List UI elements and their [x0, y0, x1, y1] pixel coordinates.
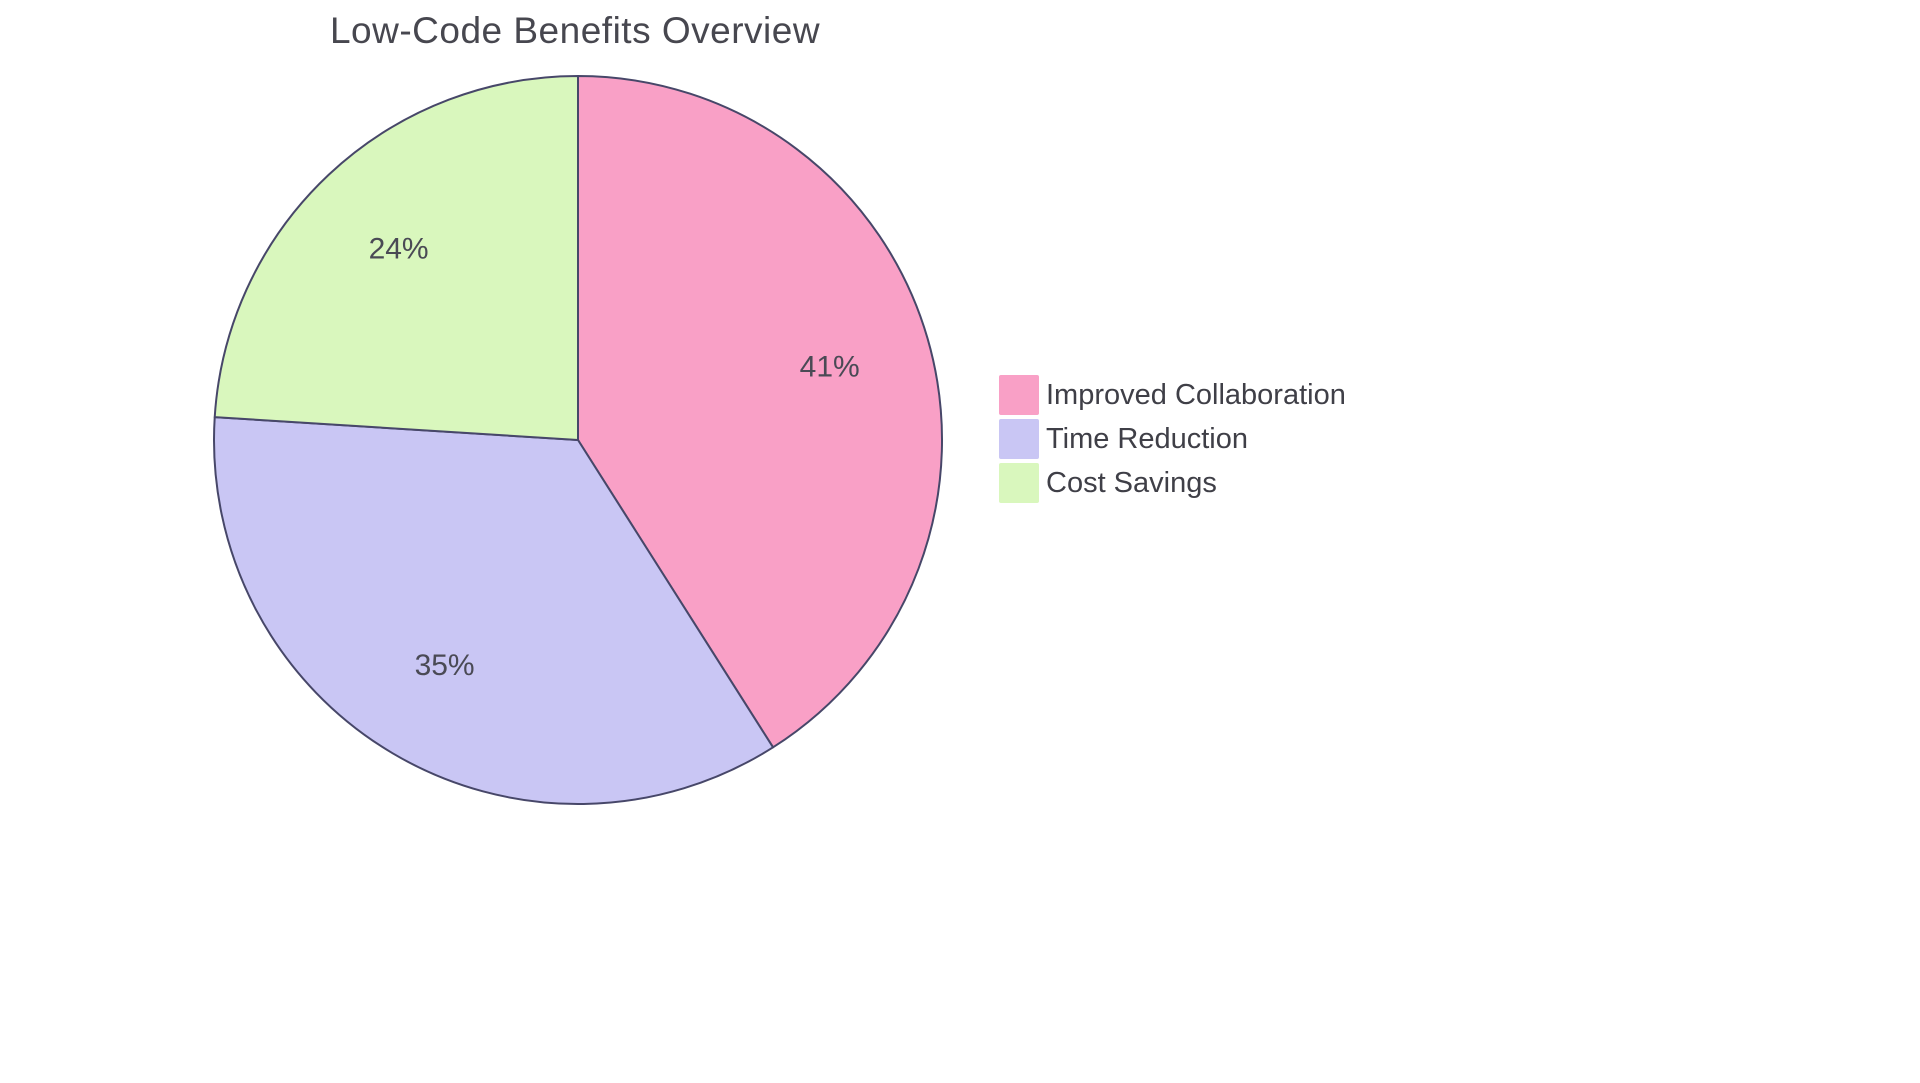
legend-swatch-cost-savings	[999, 463, 1039, 503]
legend-item: Cost Savings	[999, 461, 1346, 505]
pie-slice-labels: 41% 35% 24%	[369, 233, 860, 683]
pie-slice-percent-label: 35%	[415, 649, 475, 682]
pie-slice-improved-collaboration	[577, 75, 944, 749]
legend-swatch-time-reduction	[999, 419, 1039, 459]
legend-item: Time Reduction	[999, 417, 1346, 461]
legend-item: Improved Collaboration	[999, 373, 1346, 417]
pie-slice-percent-label: 24%	[369, 233, 429, 266]
chart-legend: Improved Collaboration Time Reduction Co…	[999, 373, 1346, 505]
pie-slice-time-reduction	[213, 416, 775, 805]
chart-title: Low-Code Benefits Overview	[329, 10, 821, 51]
legend-label: Improved Collaboration	[1046, 378, 1346, 411]
legend-label: Time Reduction	[1046, 422, 1249, 455]
legend-label: Cost Savings	[1046, 466, 1217, 499]
pie-slice-percent-label: 41%	[800, 350, 860, 383]
pie-slices	[213, 75, 944, 805]
pie-slice-cost-savings	[213, 75, 579, 441]
legend-swatch-improved-collaboration	[999, 375, 1039, 415]
